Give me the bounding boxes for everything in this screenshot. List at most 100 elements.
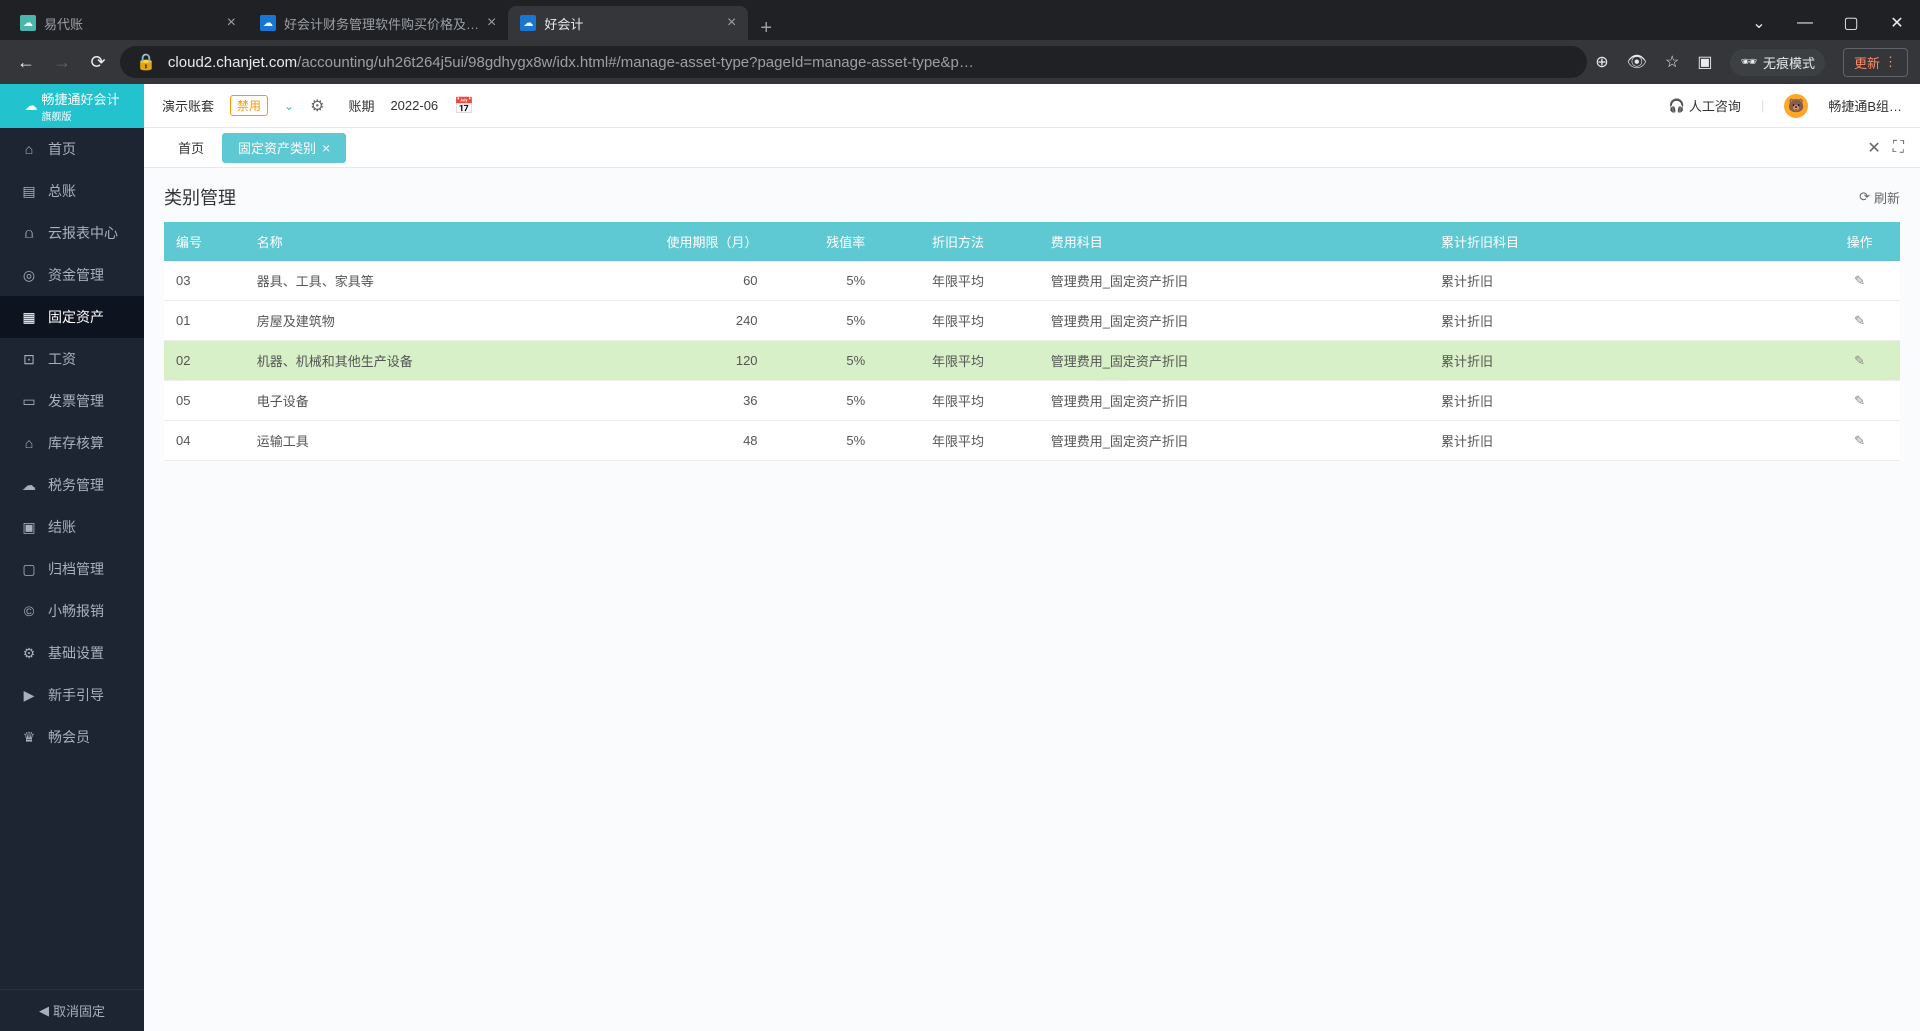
minimize-button[interactable]: — (1782, 6, 1828, 40)
sidebar-item[interactable]: ☁税务管理 (0, 464, 144, 506)
close-all-tabs-icon[interactable]: ✕ (1867, 138, 1880, 158)
extensions-icon[interactable]: ▣ (1697, 52, 1712, 72)
sidebar-item[interactable]: ◎资金管理 (0, 254, 144, 296)
table-header-cell: 残值率 (770, 222, 878, 261)
sidebar-item[interactable]: ⊡ 工资 (0, 338, 144, 380)
support-link[interactable]: 🎧 人工咨询 (1669, 96, 1741, 115)
nav-label: 库存核算 (48, 433, 104, 453)
nav-label: 结账 (48, 517, 76, 537)
unpin-icon: ◀ (39, 1003, 49, 1019)
edit-icon[interactable]: ✎ (1854, 273, 1865, 288)
reload-button[interactable]: ⟳ (84, 48, 112, 76)
table-row[interactable]: 01 房屋及建筑物 240 5% 年限平均 管理费用_固定资产折旧 累计折旧 ✎ (164, 301, 1900, 341)
tab-title: 好会计 (544, 14, 719, 33)
gear-icon[interactable]: ⚙ (310, 96, 324, 116)
edit-icon[interactable]: ✎ (1854, 353, 1865, 368)
incognito-badge[interactable]: 🕶 无痕模式 (1730, 49, 1825, 76)
nav-icon: ⩍ (20, 225, 38, 242)
period-value: 2022-06 (390, 98, 438, 113)
table-header-cell: 折旧方法 (877, 222, 1038, 261)
tab-favicon: ☁ (260, 15, 276, 31)
cell-name: 运输工具 (245, 421, 622, 461)
cell-residual: 5% (770, 261, 878, 301)
app-tab-close-icon[interactable]: × (322, 140, 330, 156)
browser-tab[interactable]: ☁易代账× (8, 6, 248, 40)
table-header-cell: 使用期限（月） (622, 222, 770, 261)
app-tab[interactable]: 首页 (162, 133, 220, 163)
sidebar-item[interactable]: ♛畅会员 (0, 716, 144, 758)
refresh-button[interactable]: ⟳ 刷新 (1859, 188, 1900, 207)
lock-icon: 🔒 (136, 52, 156, 72)
bookmark-icon[interactable]: ☆ (1665, 52, 1679, 72)
sidebar-item[interactable]: ©小畅报销 (0, 590, 144, 632)
chevron-down-icon[interactable]: ⌄ (284, 99, 294, 113)
tab-close-icon[interactable]: × (727, 14, 736, 32)
edit-icon[interactable]: ✎ (1854, 313, 1865, 328)
cell-code: 01 (164, 301, 245, 341)
sidebar-item[interactable]: ▣结账 (0, 506, 144, 548)
back-button[interactable]: ← (12, 48, 40, 76)
user-avatar[interactable]: 🐻 (1784, 94, 1808, 118)
table-row[interactable]: 03 器具、工具、家具等 60 5% 年限平均 管理费用_固定资产折旧 累计折旧… (164, 261, 1900, 301)
zoom-icon[interactable]: ⊕ (1595, 52, 1608, 72)
forward-button[interactable]: → (48, 48, 76, 76)
nav-label: 新手引导 (48, 685, 104, 705)
browser-tab[interactable]: ☁好会计× (508, 6, 748, 40)
sidebar-item[interactable]: ▦固定资产 (0, 296, 144, 338)
update-button[interactable]: 更新 ⋮ (1843, 48, 1908, 77)
sidebar-item[interactable]: ▤总账 (0, 170, 144, 212)
logo-sub: 旗舰版 (41, 108, 119, 123)
tab-close-icon[interactable]: × (487, 14, 496, 32)
table-header-cell: 累计折旧科目 (1429, 222, 1819, 261)
main-area: 演示账套 禁用 ⌄ ⚙ 账期 2022-06 📅 🎧 人工咨询 | 🐻 畅捷通B… (144, 84, 1920, 1031)
logo[interactable]: ☁ 畅捷通好会计 旗舰版 (0, 84, 144, 128)
tab-title: 易代账 (44, 14, 219, 33)
new-tab-button[interactable]: + (748, 17, 784, 40)
sidebar: ☁ 畅捷通好会计 旗舰版 ⌂首页▤总账⩍云报表中心◎资金管理▦固定资产 ⊡ 工资 ▭发… (0, 84, 144, 1031)
cell-accum: 累计折旧 (1429, 381, 1819, 421)
cell-method: 年限平均 (877, 301, 1038, 341)
table-row[interactable]: 02 机器、机械和其他生产设备 120 5% 年限平均 管理费用_固定资产折旧 … (164, 341, 1900, 381)
window-dropdown-icon[interactable]: ⌄ (1736, 6, 1782, 40)
cell-accum: 累计折旧 (1429, 421, 1819, 461)
url-input[interactable]: 🔒 cloud2.chanjet.com/accounting/uh26t264… (120, 46, 1587, 78)
sidebar-item[interactable]: ⩍云报表中心 (0, 212, 144, 254)
nav-label: 工资 (48, 349, 76, 369)
eye-off-icon[interactable]: 👁 (1627, 52, 1647, 72)
nav-icon: ◎ (20, 267, 38, 284)
sidebar-item[interactable]: ▢归档管理 (0, 548, 144, 590)
cell-code: 04 (164, 421, 245, 461)
table-row[interactable]: 05 电子设备 36 5% 年限平均 管理费用_固定资产折旧 累计折旧 ✎ (164, 381, 1900, 421)
nav-label: 小畅报销 (48, 601, 104, 621)
browser-tab[interactable]: ☁ 好会计财务管理软件购买价格及… × (248, 6, 508, 40)
tab-close-icon[interactable]: × (227, 14, 236, 32)
fullscreen-icon[interactable]: ⛶ (1893, 139, 1904, 157)
cell-residual: 5% (770, 421, 878, 461)
table-row[interactable]: 04 运输工具 48 5% 年限平均 管理费用_固定资产折旧 累计折旧 ✎ (164, 421, 1900, 461)
edit-icon[interactable]: ✎ (1854, 393, 1865, 408)
nav-label: 发票管理 (48, 391, 104, 411)
edit-icon[interactable]: ✎ (1854, 433, 1865, 448)
sidebar-item[interactable]: ▭发票管理 (0, 380, 144, 422)
disable-tag[interactable]: 禁用 (230, 95, 268, 116)
nav-icon: ▦ (20, 309, 38, 326)
calendar-icon[interactable]: 📅 (454, 96, 474, 116)
sidebar-unpin[interactable]: ◀ 取消固定 (0, 989, 144, 1031)
tab-title: 好会计财务管理软件购买价格及… (284, 14, 479, 33)
sidebar-item[interactable]: ⚙基础设置 (0, 632, 144, 674)
sidebar-item[interactable]: ⌂首页 (0, 128, 144, 170)
nav-icon: ⊡ (20, 351, 38, 368)
sidebar-item[interactable]: ⌂ 库存核算 (0, 422, 144, 464)
sidebar-item[interactable]: ▶新手引导 (0, 674, 144, 716)
cell-period: 48 (622, 421, 770, 461)
cell-code: 05 (164, 381, 245, 421)
nav-label: 畅会员 (48, 727, 90, 747)
close-window-button[interactable]: ✕ (1874, 6, 1920, 40)
nav-icon: ⌂ (20, 435, 38, 451)
cell-expense: 管理费用_固定资产折旧 (1039, 341, 1429, 381)
nav-label: 归档管理 (48, 559, 104, 579)
maximize-button[interactable]: ▢ (1828, 6, 1874, 40)
table-header-cell: 名称 (245, 222, 622, 261)
app-tab[interactable]: 固定资产类别× (222, 133, 346, 163)
cell-expense: 管理费用_固定资产折旧 (1039, 421, 1429, 461)
